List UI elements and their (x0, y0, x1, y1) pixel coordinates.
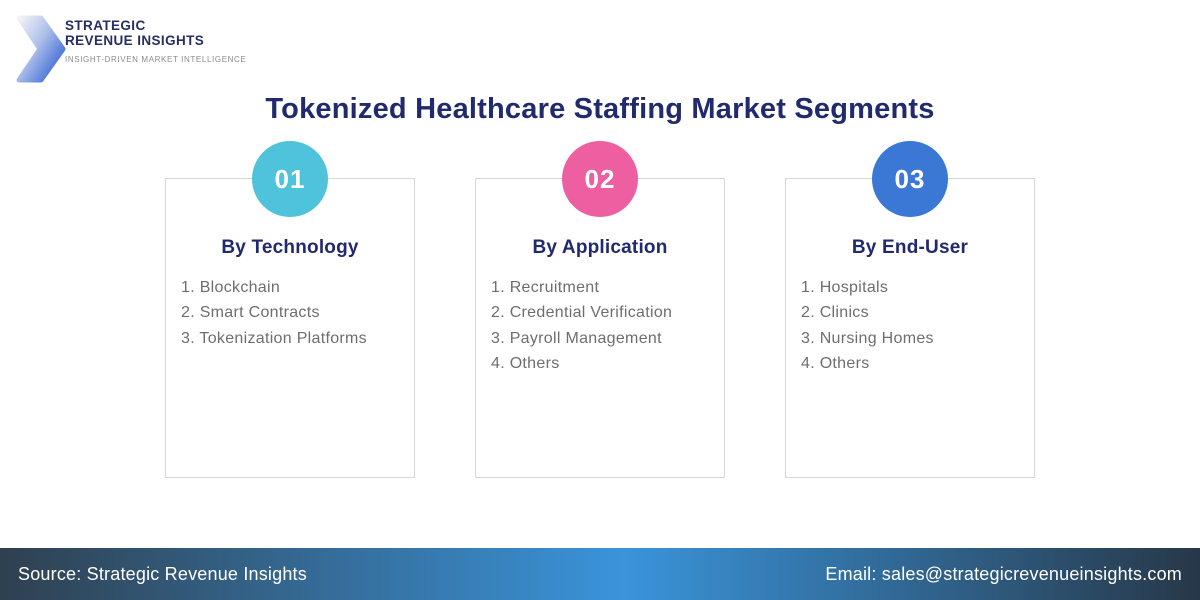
segment-number-badge: 01 (252, 141, 328, 217)
segment-card-end-user: 03 By End-User 1. Hospitals 2. Clinics 3… (785, 141, 1035, 478)
list-item: 4. Others (491, 355, 560, 373)
chevron-right-icon (15, 12, 67, 91)
page-title: Tokenized Healthcare Staffing Market Seg… (265, 93, 935, 125)
segment-card-technology: 01 By Technology 1. Blockchain 2. Smart … (165, 141, 415, 478)
brand-name-line2: REVENUE INSIGHTS (65, 33, 205, 48)
brand-text: STRATEGIC REVENUE INSIGHTS INSIGHT-DRIVE… (65, 18, 246, 64)
list-item: 3. Tokenization Platforms (181, 329, 367, 347)
list-item: 2. Smart Contracts (181, 304, 320, 322)
segment-card-application: 02 By Application 1. Recruitment 2. Cred… (475, 141, 725, 478)
list-item: 2. Credential Verification (491, 304, 673, 322)
list-item: 1. Recruitment (491, 279, 600, 296)
segment-number-badge: 03 (872, 141, 948, 217)
brand-name-line1: STRATEGIC (65, 18, 146, 33)
footer-source-text: Source: Strategic Revenue Insights (18, 563, 307, 584)
list-item: 3. Nursing Homes (801, 329, 934, 347)
segment-item-list: 1. Hospitals 2. Clinics 3. Nursing Homes… (786, 275, 1034, 377)
segment-number-badge: 02 (562, 141, 638, 217)
list-item: 1. Hospitals (801, 279, 889, 296)
brand-tagline: INSIGHT-DRIVEN MARKET INTELLIGENCE (65, 55, 247, 64)
list-item: 2. Clinics (801, 304, 869, 322)
segment-heading: By Technology (221, 237, 359, 258)
list-item: 4. Others (801, 355, 870, 373)
brand-logo: STRATEGIC REVENUE INSIGHTS INSIGHT-DRIVE… (15, 10, 275, 86)
footer-email-text: Email: sales@strategicrevenueinsights.co… (825, 563, 1182, 584)
segment-heading: By End-User (851, 237, 969, 258)
segment-heading: By Application (532, 237, 668, 258)
list-item: 3. Payroll Management (491, 329, 662, 347)
segment-item-list: 1. Recruitment 2. Credential Verificatio… (476, 275, 724, 377)
footer-bar: Source: Strategic Revenue Insights Email… (0, 548, 1200, 600)
list-item: 1. Blockchain (181, 279, 281, 296)
segment-item-list: 1. Blockchain 2. Smart Contracts 3. Toke… (166, 275, 414, 351)
